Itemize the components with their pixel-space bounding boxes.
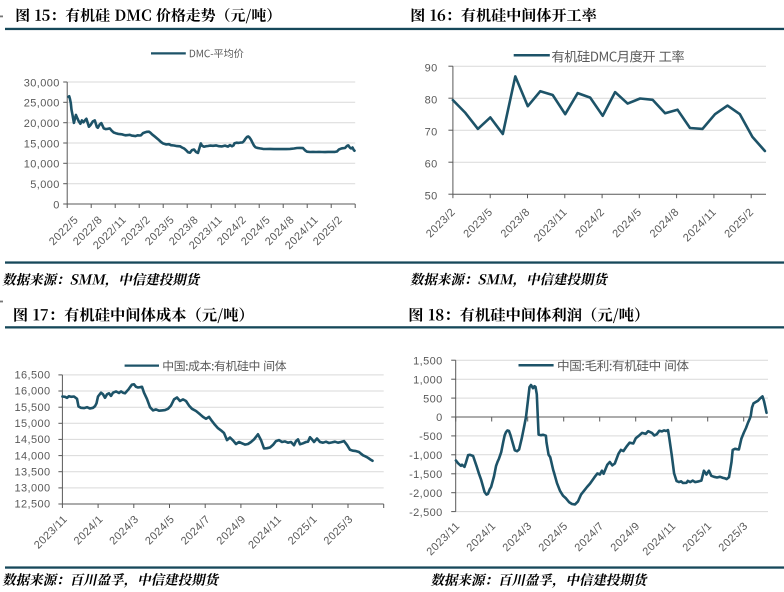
svg-text:80: 80 <box>425 94 438 106</box>
svg-text:14,000: 14,000 <box>14 450 50 462</box>
svg-text:15,000: 15,000 <box>14 418 50 430</box>
svg-text:-2,500: -2,500 <box>409 507 443 519</box>
svg-text:20,000: 20,000 <box>24 118 60 130</box>
svg-text:14,500: 14,500 <box>14 434 50 446</box>
svg-text:0: 0 <box>53 199 60 211</box>
svg-text:15,500: 15,500 <box>14 402 50 414</box>
svg-text:10,000: 10,000 <box>24 159 60 171</box>
svg-text:90: 90 <box>425 62 438 74</box>
svg-text:0: 0 <box>436 412 443 424</box>
svg-text:13,500: 13,500 <box>14 466 50 478</box>
svg-text:500: 500 <box>423 393 443 405</box>
svg-text:5,000: 5,000 <box>30 179 60 191</box>
svg-text:13,000: 13,000 <box>14 483 50 495</box>
svg-text:25,000: 25,000 <box>24 98 60 110</box>
svg-text:16,000: 16,000 <box>14 386 50 398</box>
svg-text:1,000: 1,000 <box>413 374 443 386</box>
svg-text:30,000: 30,000 <box>24 77 60 89</box>
svg-text:-1,000: -1,000 <box>409 450 443 462</box>
svg-text:-2,000: -2,000 <box>409 488 443 500</box>
svg-text:-1,500: -1,500 <box>409 469 443 481</box>
svg-text:12,500: 12,500 <box>14 499 50 511</box>
svg-text:70: 70 <box>425 126 438 138</box>
svg-text:16,500: 16,500 <box>14 370 50 382</box>
svg-text:50: 50 <box>425 190 438 202</box>
svg-text:60: 60 <box>425 158 438 170</box>
svg-text:15,000: 15,000 <box>24 138 60 150</box>
svg-text:1,500: 1,500 <box>413 355 443 367</box>
svg-text:-500: -500 <box>419 431 443 443</box>
